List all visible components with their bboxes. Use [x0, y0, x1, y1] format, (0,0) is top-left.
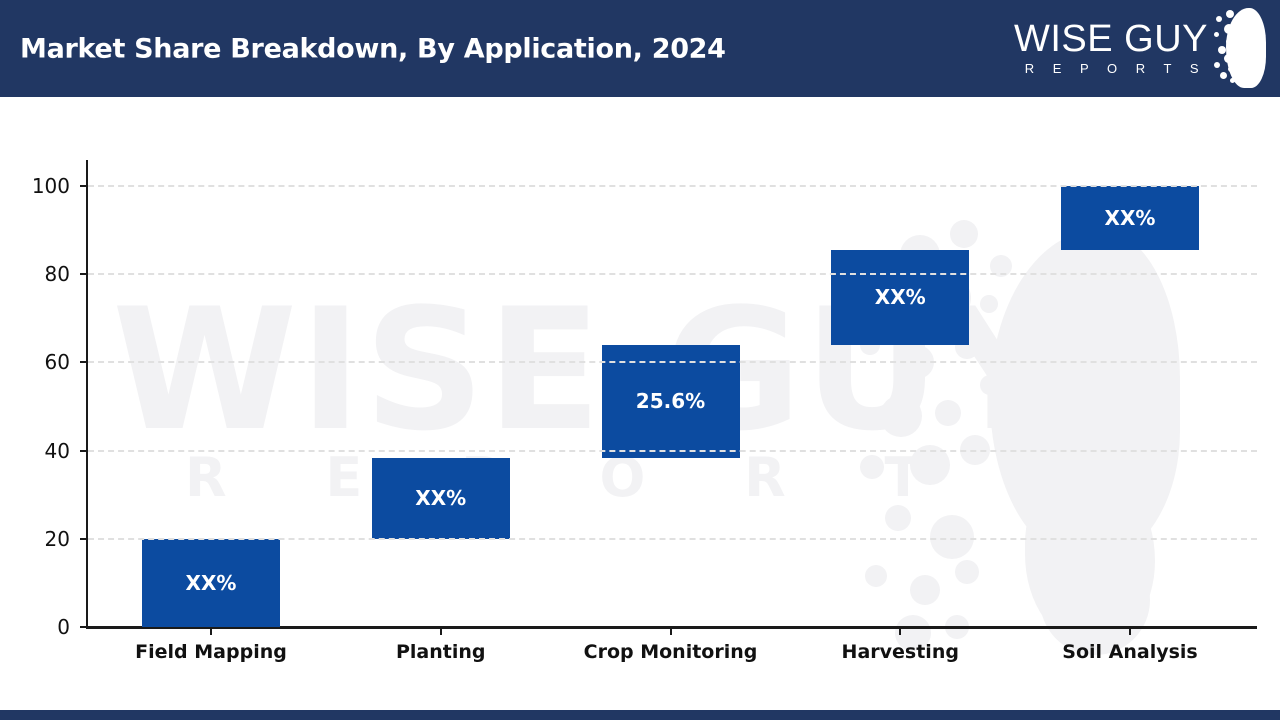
x-tick-mark [899, 627, 902, 635]
y-tick-mark [80, 626, 88, 628]
y-tick-label: 0 [57, 615, 70, 639]
x-tick-label: Crop Monitoring [583, 641, 758, 663]
bar-value-label: XX% [874, 285, 926, 310]
dot [955, 560, 979, 584]
x-tick-mark [1129, 627, 1131, 635]
dot [1234, 50, 1240, 56]
dot [980, 295, 998, 313]
dot [1220, 72, 1227, 79]
dot [1226, 38, 1233, 45]
dot [910, 445, 950, 485]
logo-face-icon [1214, 6, 1266, 90]
gridline [88, 537, 1257, 540]
y-tick-mark [80, 537, 88, 540]
bar-planting [371, 457, 510, 539]
header-bar: Market Share Breakdown, By Application, … [0, 0, 1280, 97]
x-tick-label: Field Mapping [135, 641, 287, 663]
page-title: Market Share Breakdown, By Application, … [20, 33, 726, 64]
dot [950, 220, 978, 248]
dot [1232, 20, 1238, 26]
bar-value-label: XX% [1104, 205, 1156, 230]
dot [1218, 46, 1226, 54]
dot [865, 565, 887, 587]
gridline [88, 361, 1257, 364]
gridline [88, 273, 1257, 276]
bar-crop-monitoring [601, 344, 740, 458]
dot [880, 395, 922, 437]
dot [1224, 54, 1233, 63]
y-tick-label: 40 [44, 438, 70, 463]
bar-value-label: XX% [185, 570, 237, 595]
bar-harvesting [831, 249, 970, 345]
bar-soil-analysis [1061, 186, 1199, 250]
y-tick-mark [80, 273, 88, 276]
x-tick-label: Planting [395, 641, 486, 663]
gridline [88, 449, 1257, 452]
dot [885, 505, 911, 531]
footer-bar [0, 710, 1280, 720]
dot [1214, 32, 1219, 37]
dot [1230, 78, 1235, 83]
logo-name-text: WISE GUY [1013, 18, 1208, 60]
dot [935, 400, 961, 426]
y-tick-mark [80, 361, 88, 364]
dot [1228, 66, 1234, 72]
bar-value-label: 25.6% [635, 389, 706, 414]
dot [1226, 10, 1234, 18]
x-axis-spine [86, 626, 1257, 629]
bar-value-label: XX% [415, 486, 467, 511]
x-tick-label: Harvesting [841, 641, 959, 663]
dot [930, 515, 974, 559]
dot [990, 255, 1012, 277]
x-tick-mark [669, 627, 672, 635]
logo-sub-text: R E P O R T S [1024, 61, 1206, 76]
x-tick-label: Soil Analysis [1062, 641, 1198, 663]
dot [910, 575, 940, 605]
gridline [88, 185, 1257, 187]
y-tick-label: 20 [44, 526, 70, 551]
y-tick-label: 100 [31, 174, 70, 198]
bar-field-mapping [142, 538, 280, 627]
y-tick-label: 60 [44, 350, 70, 375]
watermark-blob [1040, 545, 1150, 655]
x-tick-mark [439, 627, 442, 635]
y-tick-mark [80, 449, 88, 452]
y-tick-mark [80, 185, 88, 187]
wise-guy-logo: WISE GUY R E P O R T S [1000, 0, 1270, 97]
x-tick-mark [210, 627, 212, 635]
dot [1216, 16, 1222, 22]
dot [1214, 62, 1220, 68]
dot [860, 455, 884, 479]
y-tick-label: 80 [44, 262, 70, 287]
dot [1224, 24, 1234, 34]
y-axis-spine [86, 159, 88, 629]
dot [980, 375, 1000, 395]
